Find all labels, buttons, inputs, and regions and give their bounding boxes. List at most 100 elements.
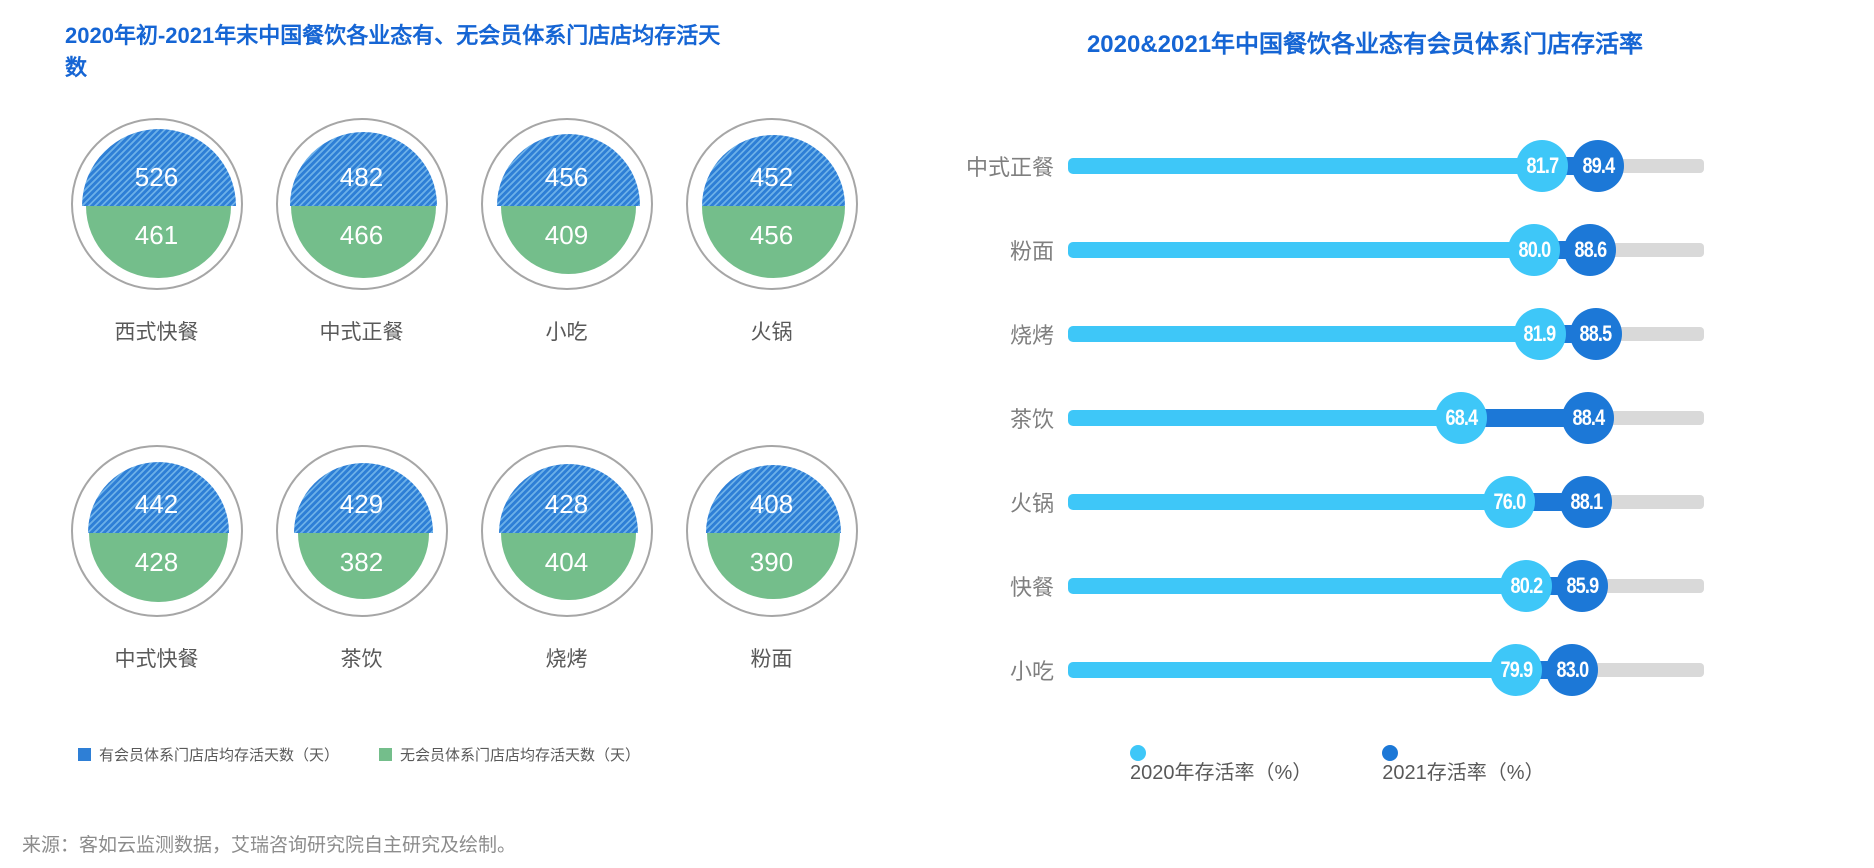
legend-item-nonmember-days: 无会员体系门店店均存活天数（天）	[379, 744, 640, 765]
rate-2020-value: 81.7	[1526, 153, 1559, 178]
left-chart-title: 2020年初-2021年末中国餐饮各业态有、无会员体系门店店均存活天数	[65, 23, 721, 80]
rate-2021-value: 88.6	[1574, 237, 1607, 262]
rate-2020-marker: 80.2	[1500, 560, 1553, 612]
nonmember-days-value: 466	[339, 220, 384, 250]
survival-rate-row: 中式正餐 81.7 89.4	[940, 124, 1704, 208]
rate-2020-marker: 76.0	[1483, 476, 1536, 528]
nonmember-days-value: 428	[134, 547, 179, 577]
survival-days-circle: 442 428	[70, 445, 243, 617]
survival-days-circle: 428 404	[480, 445, 653, 617]
rate-2020-bar	[1068, 494, 1510, 510]
rate-2020-dot-icon	[1130, 744, 1146, 761]
left-chart-item: 482 466 中式正餐	[259, 118, 464, 346]
rate-2021-value: 88.5	[1579, 321, 1613, 346]
left-chart-item: 408 390 粉面	[669, 445, 874, 673]
survival-rate-row: 小吃 79.9 83.0	[940, 628, 1704, 712]
survival-rate-row: 粉面 80.0 88.6	[940, 208, 1704, 292]
rate-track: 79.9 83.0	[1068, 628, 1704, 712]
rate-2020-value: 76.0	[1493, 489, 1526, 514]
rate-track: 68.4 88.4	[1068, 376, 1704, 460]
rate-2020-bar	[1068, 410, 1462, 426]
member-days-value: 482	[339, 162, 384, 192]
category-label: 茶饮	[1009, 407, 1054, 432]
source-note: 来源：客如云监测数据，艾瑞咨询研究院自主研究及绘制。	[22, 835, 517, 856]
member-days-value: 452	[749, 162, 794, 192]
legend-label: 有会员体系门店店均存活天数（天）	[99, 747, 340, 764]
survival-days-circle: 452 456	[685, 118, 858, 290]
left-chart-item: 526 461 西式快餐	[54, 118, 259, 346]
right-chart-title: 2020&2021年中国餐饮各业态有会员体系门店存活率	[1086, 31, 1644, 58]
remaining-track-bar	[1595, 327, 1704, 341]
remaining-track-bar	[1588, 411, 1704, 425]
rate-2020-bar	[1068, 662, 1517, 678]
nonmember-days-value: 409	[544, 220, 589, 250]
rate-2020-value: 80.2	[1510, 573, 1543, 598]
survival-days-circle: 482 466	[275, 118, 448, 290]
rate-2020-bar	[1068, 158, 1543, 174]
left-chart-item: 456 409 小吃	[464, 118, 669, 346]
rate-2020-value: 81.9	[1523, 321, 1557, 346]
rate-2020-bar	[1068, 242, 1535, 258]
category-label: 西式快餐	[114, 321, 199, 344]
rate-2021-connector-bar	[1461, 409, 1589, 427]
legend-item-2020-rate: 2020年存活率（%）	[1130, 744, 1312, 785]
nonmember-days-value: 390	[749, 547, 794, 577]
rate-2020-bar	[1068, 326, 1540, 342]
rate-2021-marker: 88.4	[1562, 392, 1615, 444]
rate-2020-marker: 68.4	[1435, 392, 1488, 444]
rate-2020-marker: 81.7	[1516, 140, 1569, 192]
category-label: 粉面	[750, 648, 793, 671]
survival-rate-rows: 中式正餐 81.7 89.4 粉面 80.0 88.6 烧烤 81.9 88.5 茶饮 68.4 88…	[940, 124, 1704, 712]
rate-2021-marker: 88.5	[1569, 308, 1622, 360]
remaining-track-bar	[1586, 495, 1704, 509]
rate-2021-marker: 89.4	[1572, 140, 1625, 192]
rate-2020-value: 79.9	[1500, 657, 1533, 682]
survival-rate-row: 茶饮 68.4 88.4	[940, 376, 1704, 460]
rate-2021-value: 88.4	[1572, 405, 1605, 430]
left-chart-item: 428 404 烧烤	[464, 445, 669, 673]
left-chart-item: 452 456 火锅	[669, 118, 874, 346]
category-label: 烧烤	[1009, 323, 1054, 348]
legend-label: 2021存活率（%）	[1382, 762, 1545, 784]
rate-2021-marker: 83.0	[1546, 644, 1599, 696]
category-label: 火锅	[750, 321, 793, 344]
category-label: 中式正餐	[965, 155, 1054, 180]
rate-2021-value: 83.0	[1556, 657, 1589, 682]
category-label: 中式快餐	[114, 648, 199, 671]
rate-2021-value: 89.4	[1582, 153, 1615, 178]
legend-label: 无会员体系门店店均存活天数（天）	[400, 747, 641, 764]
rate-2020-bar	[1068, 578, 1527, 594]
category-label: 火锅	[1009, 491, 1054, 516]
rate-2020-marker: 80.0	[1508, 224, 1561, 276]
nonmember-days-value: 461	[134, 220, 179, 250]
nonmember-days-value: 456	[749, 220, 794, 250]
survival-days-circle: 456 409	[480, 118, 653, 290]
rate-2021-value: 88.1	[1570, 489, 1603, 514]
member-days-value: 442	[134, 489, 179, 519]
rate-track: 81.9 88.5	[1068, 292, 1704, 376]
category-label: 中式正餐	[319, 321, 404, 344]
rate-2021-marker: 88.1	[1560, 476, 1613, 528]
survival-rate-row: 火锅 76.0 88.1	[940, 460, 1704, 544]
rate-2021-marker: 88.6	[1564, 224, 1617, 276]
survival-days-circle: 526 461	[70, 118, 243, 290]
nonmember-days-swatch-icon	[379, 748, 393, 761]
rate-2020-marker: 81.9	[1513, 308, 1566, 360]
half-circle-grid: 526 461 西式快餐 482 466 中式正餐 456 409 小吃 452 456 火锅 442 4…	[54, 118, 874, 673]
rate-track: 76.0 88.1	[1068, 460, 1704, 544]
rate-track: 81.7 89.4	[1068, 124, 1704, 208]
member-days-value: 456	[544, 162, 589, 192]
remaining-track-bar	[1582, 579, 1704, 593]
survival-rate-row: 烧烤 81.9 88.5	[940, 292, 1704, 376]
survival-days-circle: 429 382	[275, 445, 448, 617]
right-chart-legend: 2020年存活率（%） 2021存活率（%）	[1130, 744, 1545, 785]
category-label: 快餐	[1009, 575, 1054, 600]
survival-days-circle: 408 390	[685, 445, 858, 617]
legend-item-2021-rate: 2021存活率（%）	[1382, 744, 1545, 785]
rate-2020-value: 80.0	[1518, 237, 1551, 262]
nonmember-days-value: 404	[544, 547, 589, 577]
member-days-swatch-icon	[78, 748, 91, 761]
left-chart-item: 442 428 中式快餐	[54, 445, 259, 673]
left-chart-item: 429 382 茶饮	[259, 445, 464, 673]
